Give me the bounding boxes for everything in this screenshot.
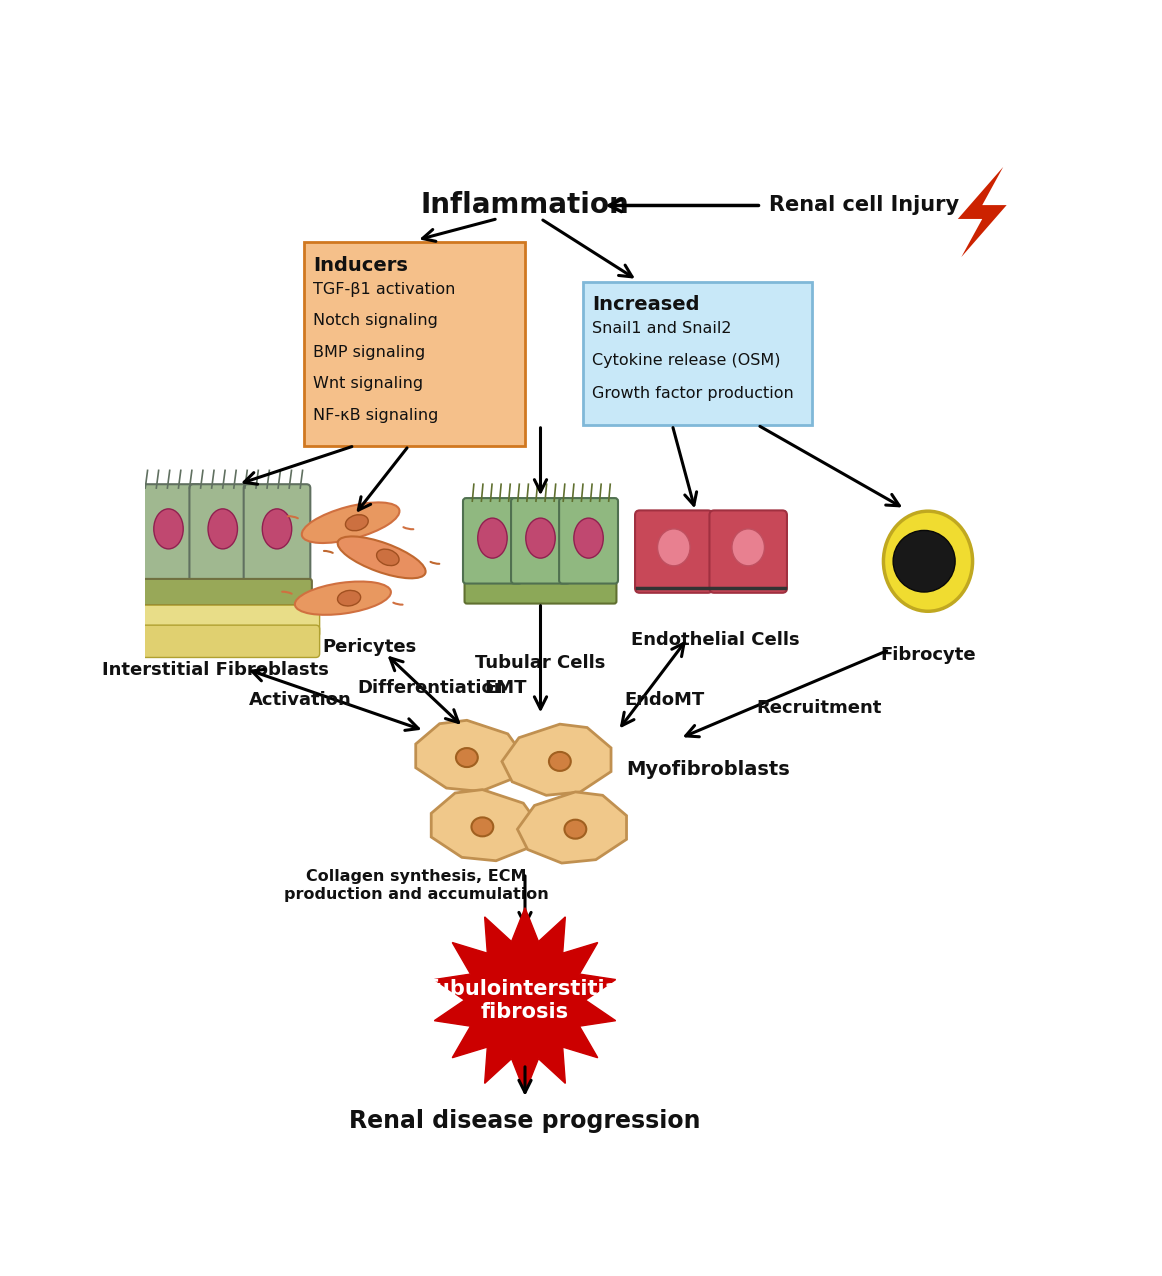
Text: Cytokine release (OSM): Cytokine release (OSM) (593, 353, 781, 369)
Polygon shape (435, 907, 616, 1092)
FancyBboxPatch shape (583, 282, 812, 425)
Text: Pericytes: Pericytes (323, 638, 417, 656)
Polygon shape (416, 720, 525, 791)
Text: TGF-β1 activation: TGF-β1 activation (314, 282, 456, 297)
Ellipse shape (263, 509, 292, 549)
Text: Inflammation: Inflammation (421, 191, 630, 219)
Ellipse shape (478, 518, 507, 558)
Ellipse shape (574, 518, 603, 558)
Text: Inducers: Inducers (314, 255, 408, 274)
Text: Wnt signaling: Wnt signaling (314, 376, 424, 392)
Text: Myofibroblasts: Myofibroblasts (626, 759, 789, 778)
Text: Renal disease progression: Renal disease progression (350, 1109, 701, 1133)
Text: Tubular Cells: Tubular Cells (475, 653, 605, 671)
Text: Renal cell Injury: Renal cell Injury (769, 195, 960, 216)
FancyBboxPatch shape (710, 510, 787, 593)
FancyBboxPatch shape (135, 484, 202, 584)
Ellipse shape (376, 549, 399, 565)
FancyBboxPatch shape (465, 575, 617, 604)
Ellipse shape (302, 503, 400, 544)
FancyBboxPatch shape (189, 484, 256, 584)
Ellipse shape (456, 748, 478, 767)
Circle shape (894, 531, 955, 592)
Ellipse shape (337, 591, 360, 606)
Text: Fibrocyte: Fibrocyte (880, 646, 976, 664)
FancyBboxPatch shape (462, 498, 522, 583)
Ellipse shape (548, 752, 571, 771)
Text: EMT: EMT (485, 679, 526, 697)
FancyBboxPatch shape (125, 625, 320, 657)
FancyBboxPatch shape (559, 498, 618, 583)
Polygon shape (517, 792, 626, 863)
FancyBboxPatch shape (511, 498, 569, 583)
Text: Interstitial Fibroblasts: Interstitial Fibroblasts (101, 661, 329, 679)
Text: Differentiation: Differentiation (357, 679, 507, 697)
FancyBboxPatch shape (134, 579, 311, 605)
Text: NF-κB signaling: NF-κB signaling (314, 408, 439, 422)
Ellipse shape (472, 818, 494, 836)
Ellipse shape (295, 582, 390, 615)
Text: Recruitment: Recruitment (756, 698, 882, 717)
Text: Endothelial Cells: Endothelial Cells (631, 630, 799, 648)
Text: Notch signaling: Notch signaling (314, 314, 438, 328)
Ellipse shape (208, 509, 237, 549)
Text: Growth factor production: Growth factor production (593, 385, 794, 401)
Text: EndoMT: EndoMT (624, 690, 704, 709)
Text: Tubulointerstitial
fibrosis: Tubulointerstitial fibrosis (424, 979, 626, 1022)
Ellipse shape (338, 536, 425, 578)
Ellipse shape (525, 518, 555, 558)
Ellipse shape (658, 528, 690, 565)
Polygon shape (957, 167, 1006, 256)
Ellipse shape (732, 528, 765, 565)
Polygon shape (502, 725, 611, 795)
Polygon shape (431, 790, 540, 861)
FancyBboxPatch shape (244, 484, 310, 584)
FancyBboxPatch shape (636, 510, 712, 593)
Text: Snail1 and Snail2: Snail1 and Snail2 (593, 322, 732, 336)
FancyBboxPatch shape (304, 241, 525, 445)
Text: Activation: Activation (249, 690, 352, 709)
FancyBboxPatch shape (125, 605, 320, 638)
Text: BMP signaling: BMP signaling (314, 345, 425, 360)
Ellipse shape (565, 819, 587, 838)
Ellipse shape (883, 512, 973, 611)
Text: Collagen synthesis, ECM
production and accumulation: Collagen synthesis, ECM production and a… (285, 869, 548, 902)
Text: Increased: Increased (593, 295, 700, 314)
Ellipse shape (345, 514, 368, 531)
Ellipse shape (153, 509, 184, 549)
